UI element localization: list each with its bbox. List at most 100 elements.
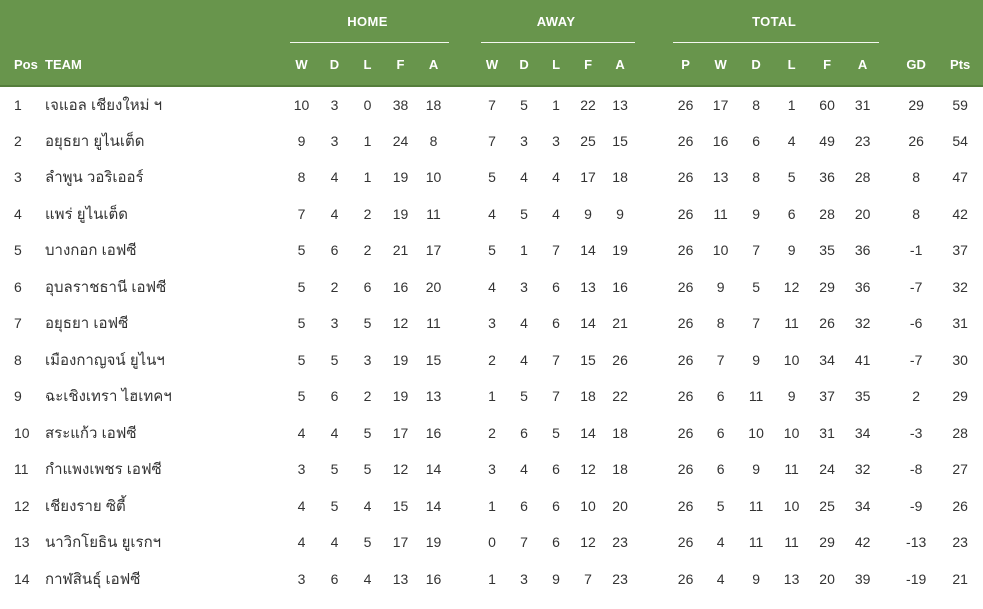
- total-f-cell: 24: [819, 461, 835, 478]
- away-a-cell: 18: [612, 169, 628, 186]
- gap: [880, 524, 895, 561]
- group-header-row: HOME AWAY TOTAL: [0, 0, 983, 43]
- total-a-cell: 20: [854, 205, 871, 222]
- away-a-cell: 23: [612, 534, 628, 551]
- total-a-header: A: [845, 43, 881, 87]
- home-d-cell: 5: [330, 461, 339, 478]
- home-w-cell: 5: [297, 278, 306, 295]
- gd-cell: -7: [909, 278, 923, 295]
- home-a-header: A: [417, 43, 451, 87]
- home-a-cell: 11: [426, 315, 441, 332]
- away-a-cell: 23: [612, 570, 628, 587]
- total-p-header: P: [668, 43, 704, 87]
- home-w-cell: 5: [297, 351, 306, 368]
- home-a-cell: 20: [425, 278, 442, 295]
- team-name-cell: กาฬสินธุ์ เอฟซี: [45, 570, 141, 588]
- total-l-cell: 11: [784, 315, 799, 332]
- home-l-cell: 4: [363, 570, 372, 587]
- total-d-cell: 8: [752, 96, 760, 113]
- table-row: 10 สระแก้ว เอฟซี 4 4 5 17 16 2 6 5 14 18 26 6 10 10 31 34…: [0, 415, 983, 452]
- gap: [880, 123, 895, 160]
- away-w-cell: 4: [488, 278, 496, 295]
- away-w-cell: 7: [488, 96, 496, 113]
- table-row: 2 อยุธยา ยูไนเต็ด 9 3 1 24 8 7 3 3 25 15 26 16 6 4 49 23 2…: [0, 123, 983, 160]
- away-w-cell: 2: [488, 424, 496, 441]
- table-row: 12 เชียงราย ซิตี้ 4 5 4 15 14 1 6 6 10 20 26 5 11 10 25 3…: [0, 488, 983, 525]
- pos-cell: 12: [14, 497, 30, 514]
- away-w-header: W: [476, 43, 509, 87]
- total-d-cell: 6: [752, 132, 760, 149]
- total-l-cell: 4: [787, 132, 796, 149]
- total-d-cell: 11: [748, 497, 764, 514]
- pos-cell: 14: [14, 570, 30, 587]
- total-a-cell: 39: [854, 570, 871, 587]
- total-w-cell: 11: [713, 205, 728, 222]
- home-f-cell: 19: [392, 169, 409, 186]
- gap: [880, 269, 895, 306]
- total-w-header: W: [703, 43, 739, 87]
- gap: [450, 451, 476, 488]
- away-f-cell: 7: [584, 570, 592, 587]
- away-d-cell: 5: [520, 96, 528, 113]
- total-d-cell: 5: [752, 278, 760, 295]
- total-p-cell: 26: [677, 242, 694, 259]
- home-w-cell: 3: [297, 570, 306, 587]
- total-a-cell: 34: [854, 424, 871, 441]
- home-f-cell: 19: [392, 388, 409, 405]
- home-l-cell: 4: [363, 497, 372, 514]
- away-a-cell: 16: [612, 278, 628, 295]
- total-a-cell: 32: [854, 315, 871, 332]
- gap: [636, 488, 668, 525]
- gap: [450, 488, 476, 525]
- gap: [636, 269, 668, 306]
- total-l-header: L: [774, 43, 810, 87]
- total-p-cell: 26: [677, 497, 694, 514]
- table-body: 1 เจแอล เชียงใหม่ ฯ 10 3 0 38 18 7 5 1 22 13 26 17 8 1 6…: [0, 86, 983, 597]
- total-f-cell: 60: [819, 96, 835, 113]
- away-w-cell: 7: [488, 132, 496, 149]
- pts-column-header: Pts: [937, 43, 983, 87]
- gap: [636, 378, 668, 415]
- table-row: 13 นาวิกโยธิน ยูเรกฯ 4 4 5 17 19 0 7 6 12 23 26 4 11 11…: [0, 524, 983, 561]
- away-d-cell: 4: [520, 315, 528, 332]
- team-name-cell: ฉะเชิงเทรา ไฮเทคฯ: [45, 388, 172, 406]
- away-f-cell: 15: [580, 351, 596, 368]
- away-d-cell: 4: [520, 351, 528, 368]
- total-l-cell: 13: [783, 570, 800, 587]
- total-f-cell: 36: [819, 169, 835, 186]
- gap: [450, 123, 476, 160]
- home-l-cell: 5: [363, 424, 372, 441]
- total-w-cell: 16: [712, 132, 729, 149]
- home-w-cell: 10: [293, 96, 310, 113]
- pts-cell: 59: [952, 96, 968, 113]
- pts-cell: 29: [952, 388, 968, 405]
- total-d-header: D: [738, 43, 775, 87]
- total-w-cell: 4: [716, 570, 725, 587]
- home-a-cell: 13: [425, 388, 442, 405]
- total-w-cell: 6: [716, 461, 725, 478]
- away-f-cell: 12: [580, 461, 596, 478]
- away-w-cell: 1: [488, 570, 496, 587]
- gap: [636, 561, 668, 598]
- pts-cell: 30: [952, 351, 968, 368]
- pts-cell: 26: [952, 497, 968, 514]
- total-f-cell: 35: [819, 242, 835, 259]
- home-a-cell: 11: [426, 205, 441, 222]
- gap: [880, 43, 896, 87]
- gap: [450, 415, 476, 452]
- home-w-cell: 9: [297, 132, 306, 149]
- gap: [880, 488, 895, 525]
- home-f-cell: 38: [392, 96, 409, 113]
- gap: [636, 196, 668, 233]
- gap: [450, 232, 476, 269]
- gap: [450, 378, 476, 415]
- team-name-cell: อยุธยา ยูไนเต็ด: [45, 132, 145, 150]
- table-row: 5 บางกอก เอฟซี 5 6 2 21 17 5 1 7 14 19 26 10 7 9 35 36 -1 3…: [0, 232, 983, 269]
- home-l-cell: 1: [363, 132, 372, 149]
- pos-cell: 9: [14, 388, 22, 405]
- home-group-label: HOME: [347, 14, 388, 29]
- gd-cell: -19: [906, 570, 927, 587]
- gap: [880, 86, 895, 123]
- away-l-cell: 5: [552, 424, 560, 441]
- gd-cell: 8: [912, 169, 921, 186]
